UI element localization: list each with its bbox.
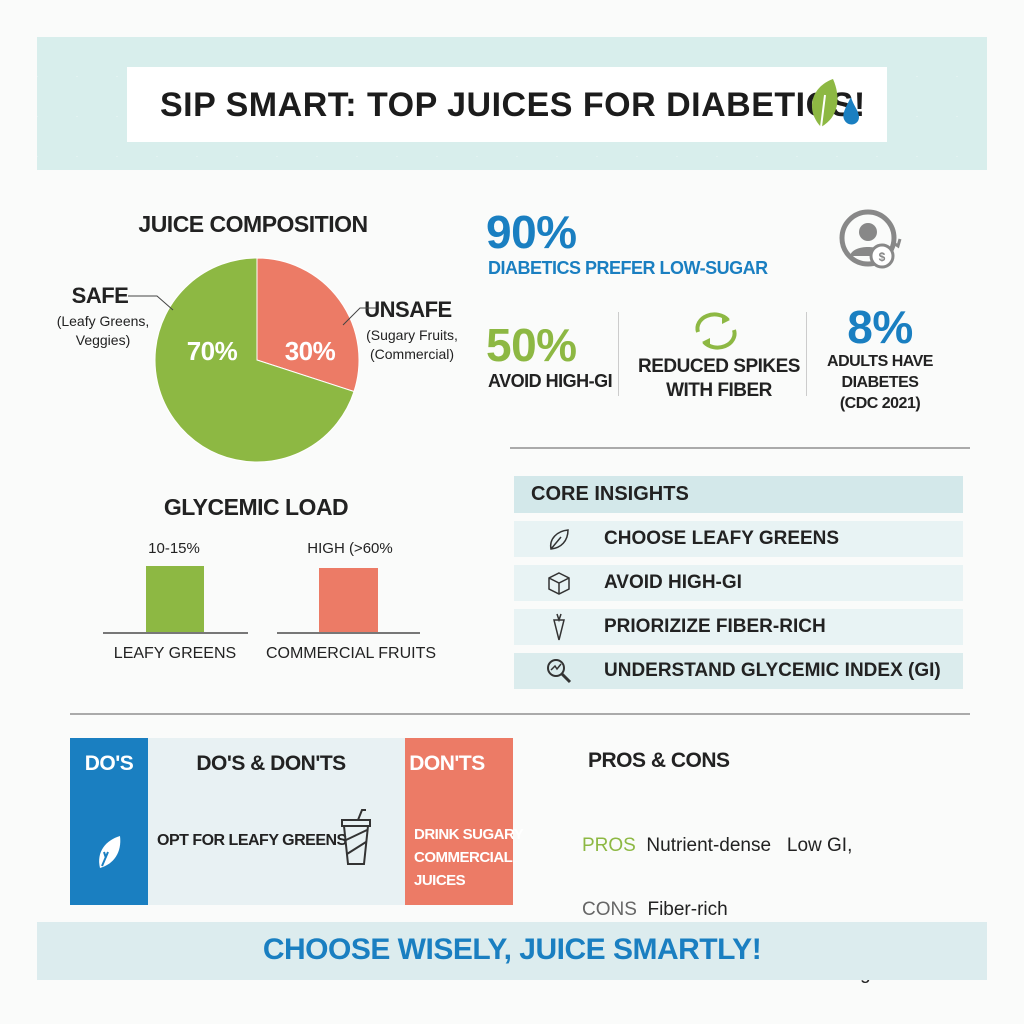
glycemic-title: GLYCEMIC LOAD — [163, 494, 349, 520]
stat-8-label: ADULTS HAVE DIABETES (CDC 2021) — [827, 353, 933, 412]
baseline — [103, 632, 248, 634]
pie-slice-safe — [154, 257, 355, 463]
divider — [510, 447, 970, 449]
baseline — [277, 632, 420, 634]
unsafe-label: UNSAFE — [364, 297, 452, 322]
cube-icon — [514, 570, 604, 596]
title-box — [127, 67, 887, 142]
dos-panel — [70, 738, 148, 905]
divider — [70, 713, 970, 715]
svg-text:$: $ — [879, 250, 886, 264]
sugary-drink-icon — [341, 809, 371, 865]
stat-50-label: AVOID HIGH-GI — [488, 371, 613, 391]
footer-banner — [37, 922, 987, 980]
divider — [618, 312, 619, 396]
leaf-icon — [99, 836, 121, 868]
safe-label: SAFE — [71, 283, 129, 308]
unsafe-pct: 30% — [284, 336, 336, 366]
pie-slice-unsafe — [256, 257, 360, 393]
stat-90-value: 90% — [486, 206, 577, 258]
bar-label: COMMERCIAL FRUITS — [265, 645, 437, 662]
composition-title: JUICE COMPOSITION — [138, 211, 368, 237]
do-text: OPT FOR LEAFY GREENS — [157, 832, 347, 849]
stat-fiber-label: REDUCED SPIKES WITH FIBER — [638, 356, 800, 401]
donts-panel — [405, 738, 513, 905]
bar-label: LEAFY GREENS — [113, 645, 237, 662]
bar-value-label: 10-15% — [148, 540, 200, 557]
insight-item: CHOOSE LEAFY GREENS — [514, 521, 963, 557]
cons-row: CONS Fiber-rich — [582, 899, 728, 920]
refresh-cycle-icon — [695, 312, 737, 350]
safe-pct: 70% — [186, 336, 238, 366]
person-cycle-icon: $ — [839, 209, 902, 269]
stat-8-value: 8% — [847, 301, 913, 353]
page-title: SIP SMART: TOP JUICES FOR DIABETICS! — [160, 86, 866, 124]
unsafe-sub: (Sugary Fruits, (Commercial) — [366, 327, 458, 362]
insight-item: PRIORIZIZE FIBER-RICH — [514, 609, 963, 645]
footer-slogan: CHOOSE WISELY, JUICE SMARTLY! — [262, 933, 762, 966]
bar-value-label: HIGH (>60% — [307, 540, 393, 557]
insights-title: CORE INSIGHTS — [514, 476, 963, 513]
dont-text: DRINK SUGARY COMMERCIAL JUICES — [414, 826, 524, 889]
insight-item: AVOID HIGH-GI — [514, 565, 963, 601]
magnifier-chart-icon — [514, 657, 604, 685]
stat-50-value: 50% — [486, 319, 577, 371]
unsafe-leader-line — [342, 307, 376, 326]
carrot-icon — [514, 612, 604, 642]
leaf-drop-icon — [811, 79, 859, 128]
dos-donts-title: DO'S & DON'TS — [196, 752, 346, 775]
dos-label: DO'S — [84, 752, 134, 775]
dos-donts-panel — [148, 738, 405, 905]
bar-commercial-fruits — [319, 568, 378, 633]
pros-cons-list: PROS Nutrient-dense Low GI, CONS Fiber-r… — [582, 798, 897, 1022]
divider — [806, 312, 807, 396]
donts-label: DON'TS — [409, 752, 485, 775]
insight-item: UNDERSTAND GLYCEMIC INDEX (GI) — [514, 653, 963, 689]
pie-chart — [154, 257, 360, 463]
bar-leafy-greens — [146, 566, 204, 633]
stat-90-label: DIABETICS PREFER LOW-SUGAR — [488, 258, 768, 278]
leaf-icon — [514, 527, 604, 551]
safe-leader-line — [128, 295, 174, 311]
pros-cons-title: PROS & CONS — [588, 749, 730, 772]
safe-sub: (Leafy Greens, Veggies) — [56, 313, 150, 348]
pros-row: PROS Nutrient-dense Low GI, — [582, 835, 853, 856]
